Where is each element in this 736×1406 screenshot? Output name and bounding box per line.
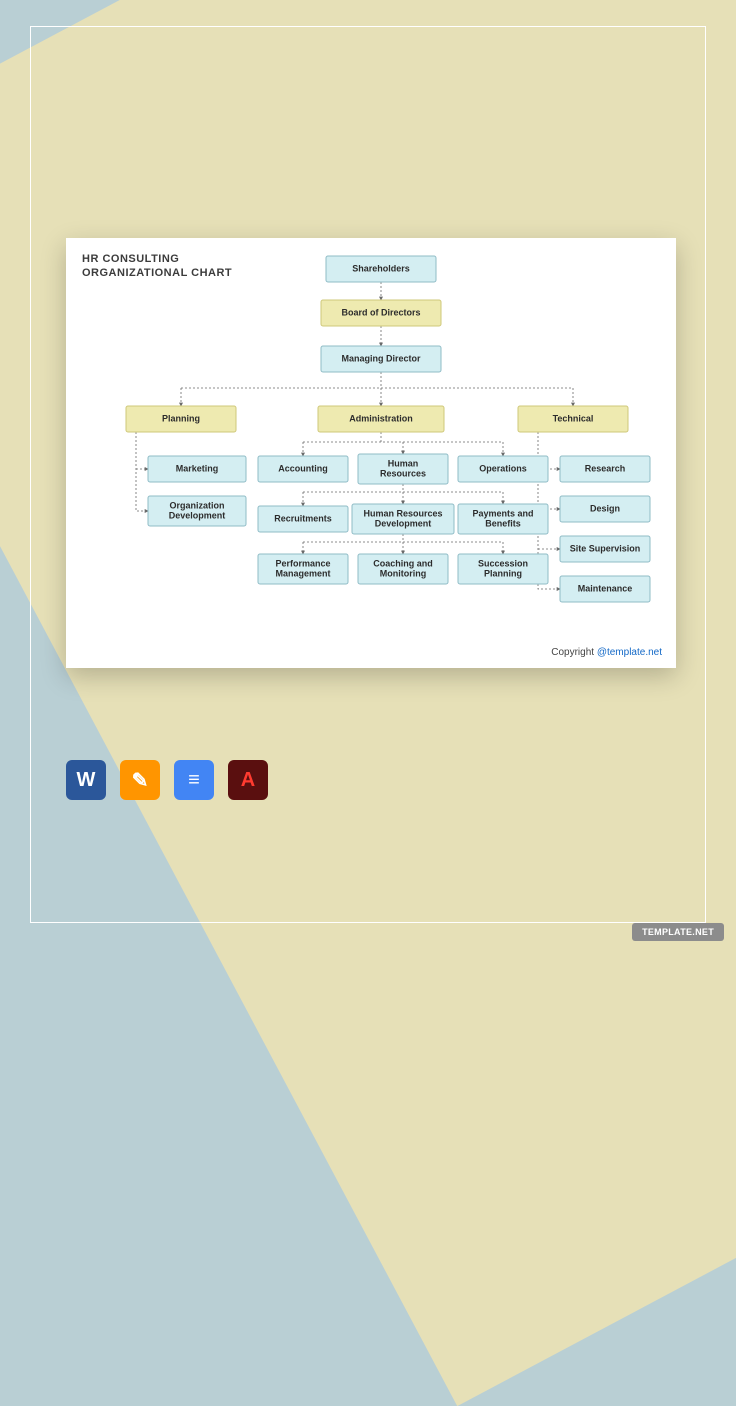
org-node-label: Recruitments bbox=[274, 513, 332, 523]
org-node-label: Human Resources bbox=[363, 508, 442, 518]
org-node-succ: SuccessionPlanning bbox=[458, 554, 548, 584]
pdf-icon[interactable]: A bbox=[228, 760, 268, 800]
org-chart-card: HR CONSULTING ORGANIZATIONAL CHART Share… bbox=[66, 238, 676, 668]
org-node-label: Management bbox=[275, 568, 330, 578]
org-node-label: Performance bbox=[275, 558, 330, 568]
org-node-label: Board of Directors bbox=[341, 307, 420, 317]
org-node-perf: PerformanceManagement bbox=[258, 554, 348, 584]
icon-glyph: A bbox=[241, 769, 255, 792]
org-node-payben: Payments andBenefits bbox=[458, 504, 548, 534]
org-node-label: Human bbox=[388, 458, 419, 468]
org-node-shareholders: Shareholders bbox=[326, 256, 436, 282]
org-node-orgdev: OrganizationDevelopment bbox=[148, 496, 246, 526]
org-node-label: Accounting bbox=[278, 463, 328, 473]
org-node-hrd: Human ResourcesDevelopment bbox=[352, 504, 454, 534]
word-icon[interactable]: W bbox=[66, 760, 106, 800]
org-node-label: Planning bbox=[484, 568, 522, 578]
icon-glyph: ✎ bbox=[132, 768, 149, 793]
org-node-marketing: Marketing bbox=[148, 456, 246, 482]
org-node-design: Design bbox=[560, 496, 650, 522]
icon-glyph: W bbox=[77, 769, 96, 792]
org-node-technical: Technical bbox=[518, 406, 628, 432]
org-node-label: Design bbox=[590, 503, 620, 513]
org-node-label: Organization bbox=[169, 500, 224, 510]
org-node-accounting: Accounting bbox=[258, 456, 348, 482]
org-node-coach: Coaching andMonitoring bbox=[358, 554, 448, 584]
org-node-label: Technical bbox=[553, 413, 594, 423]
org-node-label: Payments and bbox=[472, 508, 533, 518]
org-chart-edge bbox=[136, 432, 148, 511]
template-net-badge: TEMPLATE.NET bbox=[632, 923, 724, 941]
org-node-label: Benefits bbox=[485, 518, 521, 528]
org-node-label: Maintenance bbox=[578, 583, 633, 593]
org-node-md: Managing Director bbox=[321, 346, 441, 372]
org-node-hr: HumanResources bbox=[358, 454, 448, 484]
org-node-research: Research bbox=[560, 456, 650, 482]
org-node-label: Research bbox=[585, 463, 626, 473]
badge-text: TEMPLATE.NET bbox=[642, 927, 714, 937]
org-node-site: Site Supervision bbox=[560, 536, 650, 562]
org-node-planning: Planning bbox=[126, 406, 236, 432]
org-node-label: Shareholders bbox=[352, 263, 410, 273]
org-node-label: Operations bbox=[479, 463, 527, 473]
copyright-link[interactable]: @template.net bbox=[597, 647, 662, 658]
org-node-label: Administration bbox=[349, 413, 413, 423]
org-node-label: Planning bbox=[162, 413, 200, 423]
org-node-label: Coaching and bbox=[373, 558, 433, 568]
org-node-maint: Maintenance bbox=[560, 576, 650, 602]
pages-icon[interactable]: ✎ bbox=[120, 760, 160, 800]
org-chart-svg: Shareholders Board of Directors Managing D… bbox=[66, 238, 676, 668]
org-node-label: Development bbox=[169, 510, 226, 520]
copyright-text: Copyright @template.net bbox=[551, 647, 662, 658]
org-node-board: Board of Directors bbox=[321, 300, 441, 326]
org-node-label: Resources bbox=[380, 468, 426, 478]
format-icons-row: W ✎ ≡ A bbox=[66, 760, 268, 800]
org-node-ops: Operations bbox=[458, 456, 548, 482]
org-node-recruit: Recruitments bbox=[258, 506, 348, 532]
gdocs-icon[interactable]: ≡ bbox=[174, 760, 214, 800]
org-node-label: Succession bbox=[478, 558, 528, 568]
copyright-prefix: Copyright bbox=[551, 647, 597, 658]
org-node-label: Managing Director bbox=[341, 353, 421, 363]
org-node-label: Marketing bbox=[176, 463, 219, 473]
icon-glyph: ≡ bbox=[188, 769, 200, 792]
org-node-admin: Administration bbox=[318, 406, 444, 432]
org-node-label: Development bbox=[375, 518, 432, 528]
org-node-label: Monitoring bbox=[380, 568, 427, 578]
org-node-label: Site Supervision bbox=[570, 543, 641, 553]
